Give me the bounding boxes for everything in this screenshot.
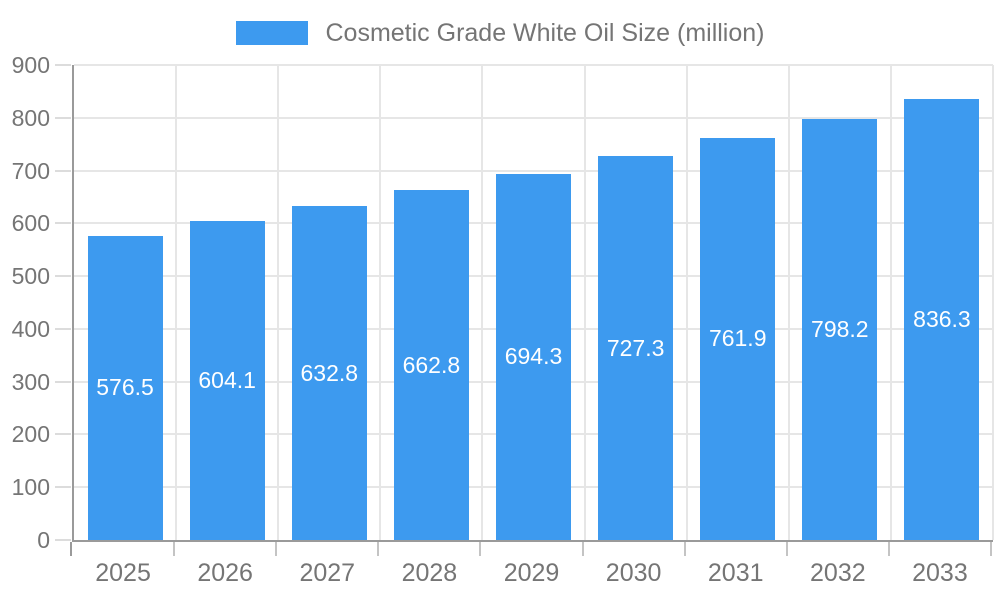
- legend-swatch: [235, 21, 308, 45]
- bar-value-label: 576.5: [96, 374, 154, 401]
- x-axis-tick-label: 2032: [810, 559, 866, 587]
- y-axis-tick: [55, 433, 71, 436]
- gridline-vertical: [481, 65, 484, 540]
- x-axis-tick-label: 2030: [605, 559, 662, 587]
- x-axis-tick: [479, 542, 482, 556]
- y-axis-tick: [55, 380, 71, 383]
- bar: 727.3: [598, 156, 674, 540]
- bar-value-label: 694.3: [504, 343, 563, 370]
- x-axis-tick-label: 2025: [95, 559, 151, 587]
- gridline-vertical: [277, 65, 280, 540]
- y-axis-tick-label: 0: [37, 527, 50, 553]
- y-axis-tick: [55, 486, 71, 489]
- bar: 662.8: [393, 190, 469, 540]
- y-axis-tick-label: 600: [11, 210, 50, 237]
- x-axis-tick: [377, 542, 380, 556]
- bar-value-label: 798.2: [811, 315, 869, 342]
- bar: 836.3: [904, 98, 980, 540]
- bar-value-label: 727.3: [606, 334, 665, 361]
- bar: 604.1: [189, 221, 265, 540]
- plot-area: 576.5 604.1 632.8 662.8 694.3 727.3 761.9 798.2…: [72, 64, 994, 542]
- x-axis-tick: [887, 542, 890, 556]
- bar: 761.9: [700, 137, 776, 540]
- x-axis-tick: [785, 542, 788, 556]
- y-axis-tick-label: 900: [11, 52, 50, 78]
- y-axis-tick-label: 400: [11, 315, 50, 342]
- x-axis-tick: [581, 542, 584, 556]
- x-axis-tick-label: 2029: [503, 559, 560, 587]
- x-axis-tick-label: 2028: [401, 559, 458, 587]
- y-axis-tick-label: 700: [11, 157, 50, 184]
- gridline-vertical: [889, 65, 892, 540]
- gridline-vertical: [685, 65, 688, 540]
- legend: Cosmetic Grade White Oil Size (million): [0, 20, 1000, 46]
- legend-label: Cosmetic Grade White Oil Size (million): [325, 19, 765, 47]
- gridline-horizontal: [74, 169, 993, 172]
- y-axis-tick-label: 300: [11, 368, 50, 395]
- x-axis-tick: [275, 542, 278, 556]
- y-axis-tick: [55, 327, 71, 330]
- gridline-vertical: [992, 65, 994, 540]
- bar-value-label: 836.3: [913, 305, 971, 332]
- x-axis-tick-label: 2026: [197, 559, 253, 587]
- y-axis-tick: [55, 275, 71, 278]
- y-axis-tick: [55, 222, 71, 225]
- bar-value-label: 632.8: [300, 359, 359, 386]
- x-axis-tick-label: 2031: [707, 559, 764, 587]
- gridline-vertical: [175, 65, 178, 540]
- bar: 694.3: [496, 173, 571, 540]
- y-axis-tick: [55, 169, 71, 172]
- y-axis-tick-label: 100: [11, 474, 50, 501]
- bar-value-label: 662.8: [402, 351, 461, 378]
- bar: 632.8: [291, 206, 367, 540]
- gridline-horizontal: [74, 116, 993, 119]
- y-axis-tick: [55, 64, 71, 66]
- gridline-vertical: [583, 65, 586, 540]
- x-axis-tick: [990, 542, 992, 556]
- bar: 798.2: [802, 118, 878, 540]
- x-axis-tick: [683, 542, 686, 556]
- bar-value-label: 604.1: [198, 367, 256, 394]
- y-axis-tick-label: 800: [11, 104, 50, 131]
- y-axis-line-stub: [70, 542, 72, 556]
- bar-value-label: 761.9: [708, 325, 767, 352]
- bar: 576.5: [87, 235, 163, 540]
- gridline-vertical: [379, 65, 382, 540]
- y-axis-tick: [55, 116, 71, 119]
- y-axis-tick-label: 200: [11, 421, 50, 448]
- y-axis-tick-label: 500: [11, 263, 50, 290]
- x-axis-tick-label: 2033: [912, 559, 968, 587]
- x-axis-tick-label: 2027: [299, 559, 356, 587]
- x-axis-tick: [173, 542, 176, 556]
- gridline-horizontal: [74, 64, 993, 66]
- y-axis-tick: [55, 539, 71, 541]
- gridline-vertical: [787, 65, 790, 540]
